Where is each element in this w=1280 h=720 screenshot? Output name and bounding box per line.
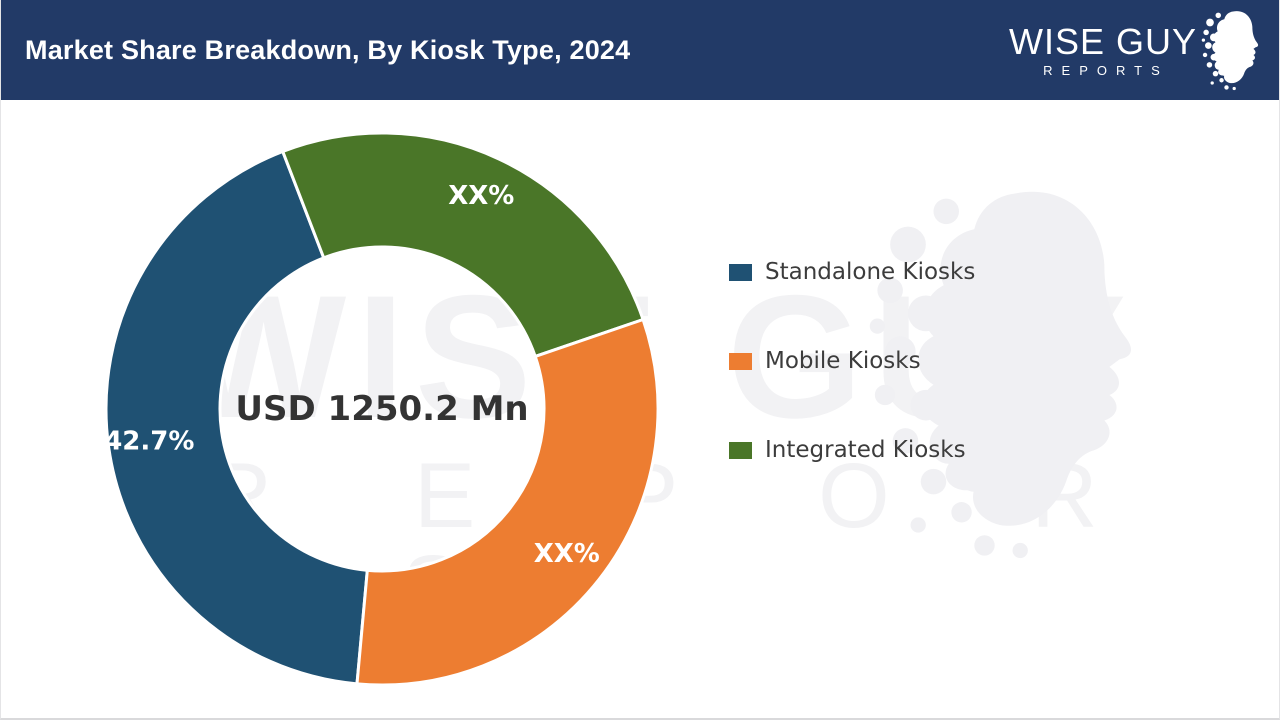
legend-swatch-mobile — [729, 352, 752, 370]
chart-area: WISE GUY R E P O R T S 42.7%XX%XX% USD 1… — [1, 100, 1280, 718]
legend-item-mobile-kiosks: Mobile Kiosks — [729, 347, 975, 375]
donut-slice-integrated-kiosks — [281, 131, 645, 358]
legend-swatch-integrated — [729, 441, 752, 459]
legend-item-integrated-kiosks: Integrated Kiosks — [729, 436, 975, 464]
header: Market Share Breakdown, By Kiosk Type, 2… — [1, 0, 1279, 100]
legend-item-standalone-kiosks: Standalone Kiosks — [729, 258, 975, 286]
wiseguy-logo: WISE GUY REPORTS — [1009, 5, 1265, 95]
logo-wordmark: WISE GUY — [1008, 20, 1197, 62]
logo-text: WISE GUY REPORTS — [1008, 20, 1197, 78]
center-value: USD 1250.2 Mn — [235, 389, 528, 429]
logo-subtitle: REPORTS — [1043, 62, 1169, 78]
page-title: Market Share Breakdown, By Kiosk Type, 2… — [25, 34, 631, 65]
legend: Standalone Kiosks Mobile Kiosks Integrat… — [729, 258, 975, 464]
donut-slices — [104, 131, 660, 687]
slice-label-mobile-kiosks: XX% — [534, 539, 600, 569]
donut-slice-mobile-kiosks — [355, 318, 660, 687]
legend-label-mobile: Mobile Kiosks — [765, 348, 921, 374]
slice-label-standalone-kiosks: 42.7% — [104, 427, 194, 457]
donut-slice-standalone-kiosks — [104, 149, 369, 686]
donut-slice-labels: 42.7% XX% XX% — [104, 181, 600, 569]
legend-label-standalone: Standalone Kiosks — [765, 259, 976, 285]
logo-head-icon — [1199, 5, 1265, 95]
legend-label-integrated: Integrated Kiosks — [765, 437, 966, 463]
legend-swatch-standalone — [729, 263, 752, 281]
slice-label-integrated-kiosks: XX% — [448, 181, 514, 211]
donut-chart: 42.7% XX% XX% USD 1250.2 Mn — [104, 131, 660, 687]
